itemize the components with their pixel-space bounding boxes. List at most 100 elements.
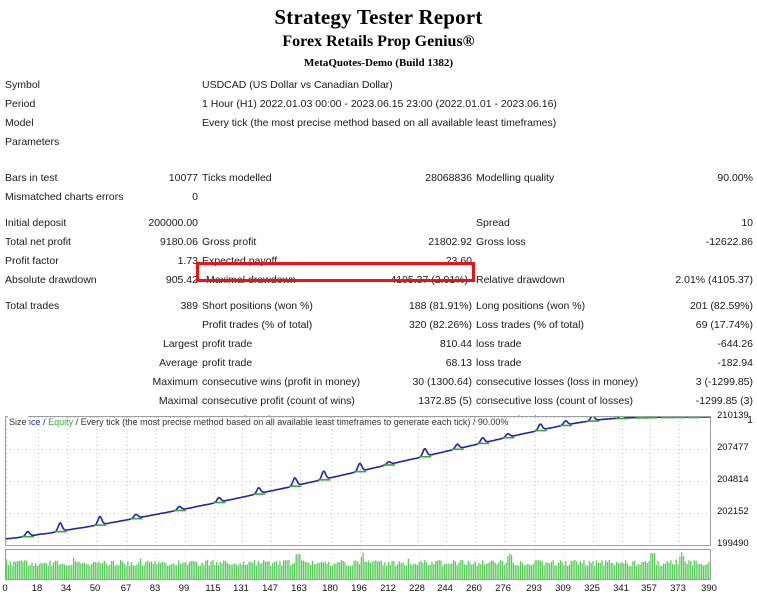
y-axis-tick: 202152 bbox=[717, 506, 749, 517]
volume-bars-svg bbox=[6, 550, 710, 579]
modelling-quality-label: Modelling quality bbox=[476, 172, 555, 184]
y-axis-tick: 204814 bbox=[717, 474, 749, 485]
y-axis-tick: 207477 bbox=[717, 442, 749, 453]
balance-chart-frame bbox=[5, 416, 711, 546]
x-axis-tick: 99 bbox=[178, 583, 190, 594]
max-consecutive-wins-value: 30 (1300.64) bbox=[412, 376, 472, 388]
symbol-label: Symbol bbox=[5, 79, 41, 91]
row-absolute-drawdown: Absolute drawdown 905.42 Maximal drawdow… bbox=[0, 271, 757, 290]
expected-payoff-value: 23.60 bbox=[445, 255, 472, 267]
x-axis-tick: 276 bbox=[495, 583, 511, 594]
row-spacer-3 bbox=[0, 290, 757, 297]
row-mismatched-errors: Mismatched charts errors 0 bbox=[0, 188, 757, 207]
gross-loss-value: -12622.86 bbox=[705, 236, 753, 248]
mismatched-label: Mismatched charts errors bbox=[5, 191, 124, 203]
x-axis-tick: 309 bbox=[555, 583, 571, 594]
chart-legend: Balance / Equity / Every tick (the most … bbox=[8, 416, 508, 429]
total-trades-value: 389 bbox=[180, 300, 198, 312]
average-prefix: Average bbox=[159, 357, 198, 369]
long-positions-value: 201 (82.59%) bbox=[689, 300, 753, 312]
x-axis-tick: 0 bbox=[2, 583, 8, 594]
x-axis-tick: 228 bbox=[409, 583, 425, 594]
short-positions-label: Short positions (won %) bbox=[202, 300, 313, 312]
relative-drawdown-label: Relative drawdown bbox=[476, 274, 565, 286]
x-axis-tick: 341 bbox=[613, 583, 629, 594]
profit-trades-label: Profit trades (% of total) bbox=[202, 319, 313, 331]
row-period: Period 1 Hour (H1) 2022.01.03 00:00 - 20… bbox=[0, 95, 757, 114]
legend-equity-label: Equity bbox=[48, 417, 74, 427]
loss-trades-label: Loss trades (% of total) bbox=[476, 319, 584, 331]
row-maximum-consecutive: Maximum consecutive wins (profit in mone… bbox=[0, 373, 757, 392]
page-title: Strategy Tester Report bbox=[274, 5, 483, 29]
expected-payoff-label: Expected payoff bbox=[202, 255, 278, 267]
absolute-drawdown-label: Absolute drawdown bbox=[5, 274, 97, 286]
x-axis-tick: 50 bbox=[89, 583, 101, 594]
x-axis-tick: 180 bbox=[322, 583, 338, 594]
equity-chart: Balance / Equity / Every tick (the most … bbox=[2, 411, 752, 598]
maximal-drawdown-label: Maximal drawdown bbox=[206, 274, 296, 286]
x-axis-tick: 196 bbox=[351, 583, 367, 594]
maximal-prefix: Maximal bbox=[158, 395, 198, 407]
maximal-drawdown-value: 4105.37 (2.01%) bbox=[390, 274, 468, 286]
x-axis-tick: 34 bbox=[60, 583, 72, 594]
report-header: Strategy Tester Report Forex Retails Pro… bbox=[0, 0, 757, 70]
absolute-drawdown-value: 905.42 bbox=[165, 274, 198, 286]
row-parameters: Parameters bbox=[0, 133, 757, 152]
row-symbol: Symbol USDCAD (US Dollar vs Canadian Dol… bbox=[0, 76, 757, 95]
max-consecutive-losses-value: 3 (-1299.85) bbox=[695, 376, 753, 388]
volume-chart-frame bbox=[5, 549, 711, 580]
mismatched-value: 0 bbox=[192, 191, 198, 203]
bars-in-test-value: 10077 bbox=[168, 172, 198, 184]
legend-separator-1: / bbox=[43, 417, 46, 427]
largest-loss-trade-label: loss trade bbox=[476, 338, 522, 350]
legend-separator-2: / bbox=[75, 417, 79, 427]
gross-profit-label: Gross profit bbox=[202, 236, 257, 248]
modelling-quality-value: 90.00% bbox=[717, 172, 753, 184]
average-loss-trade-label: loss trade bbox=[476, 357, 522, 369]
ticks-modelled-label: Ticks modelled bbox=[202, 172, 272, 184]
x-axis-tick: 244 bbox=[437, 583, 453, 594]
gross-loss-label: Gross loss bbox=[476, 236, 526, 248]
maximum-prefix: Maximum bbox=[152, 376, 198, 388]
maximal-consecutive-loss-label: consecutive loss (count of losses) bbox=[476, 395, 633, 407]
row-total-net-profit: Total net profit 9180.06 Gross profit 21… bbox=[0, 233, 757, 252]
loss-trades-value: 69 (17.74%) bbox=[695, 319, 753, 331]
total-net-profit-label: Total net profit bbox=[5, 236, 71, 248]
row-initial-deposit: Initial deposit 200000.00 Spread 10 bbox=[0, 214, 757, 233]
x-axis-tick: 357 bbox=[641, 583, 657, 594]
spread-value: 10 bbox=[741, 217, 753, 229]
total-net-profit-value: 9180.06 bbox=[160, 236, 198, 248]
maximal-consecutive-profit-value: 1372.85 (5) bbox=[418, 395, 472, 407]
largest-prefix: Largest bbox=[162, 338, 198, 350]
profit-trades-value: 320 (82.26%) bbox=[408, 319, 472, 331]
x-axis-tick: 260 bbox=[466, 583, 482, 594]
spread-label: Spread bbox=[476, 217, 510, 229]
x-axis-tick: 18 bbox=[31, 583, 43, 594]
initial-deposit-value: 200000.00 bbox=[148, 217, 198, 229]
profit-factor-label: Profit factor bbox=[5, 255, 59, 267]
x-axis-tick: 131 bbox=[233, 583, 249, 594]
x-axis-tick: 373 bbox=[670, 583, 686, 594]
y-axis-tick: 199490 bbox=[717, 538, 749, 549]
largest-profit-trade-label: profit trade bbox=[202, 338, 253, 350]
long-positions-label: Long positions (won %) bbox=[476, 300, 586, 312]
stats-table: Symbol USDCAD (US Dollar vs Canadian Dol… bbox=[0, 76, 757, 430]
maximal-consecutive-profit-label: consecutive profit (count of wins) bbox=[202, 395, 355, 407]
row-profit-trades: Profit trades (% of total) 320 (82.26%) … bbox=[0, 316, 757, 335]
profit-factor-value: 1.73 bbox=[177, 255, 198, 267]
row-average-trade: Average profit trade 68.13 loss trade -1… bbox=[0, 354, 757, 373]
largest-profit-trade-value: 810.44 bbox=[439, 338, 472, 350]
row-spacer-2 bbox=[0, 207, 757, 214]
volume-legend-label: Size bbox=[8, 416, 28, 428]
x-axis-tick: 147 bbox=[262, 583, 278, 594]
x-axis-tick: 115 bbox=[205, 583, 221, 594]
row-total-trades: Total trades 389 Short positions (won %)… bbox=[0, 297, 757, 316]
ea-name: Forex Retails Prop Genius® bbox=[282, 33, 475, 51]
y-axis: 210139 207477 204814 202152 199490 bbox=[715, 411, 757, 564]
x-axis-tick: 212 bbox=[380, 583, 396, 594]
average-profit-trade-value: 68.13 bbox=[445, 357, 472, 369]
row-model: Model Every tick (the most precise metho… bbox=[0, 114, 757, 133]
ticks-modelled-value: 28068836 bbox=[425, 172, 472, 184]
largest-loss-trade-value: -644.26 bbox=[717, 338, 753, 350]
x-axis: 0 18 34 50 67 83 99 115 131 147 163 180 196 212 228 244… bbox=[2, 582, 717, 598]
